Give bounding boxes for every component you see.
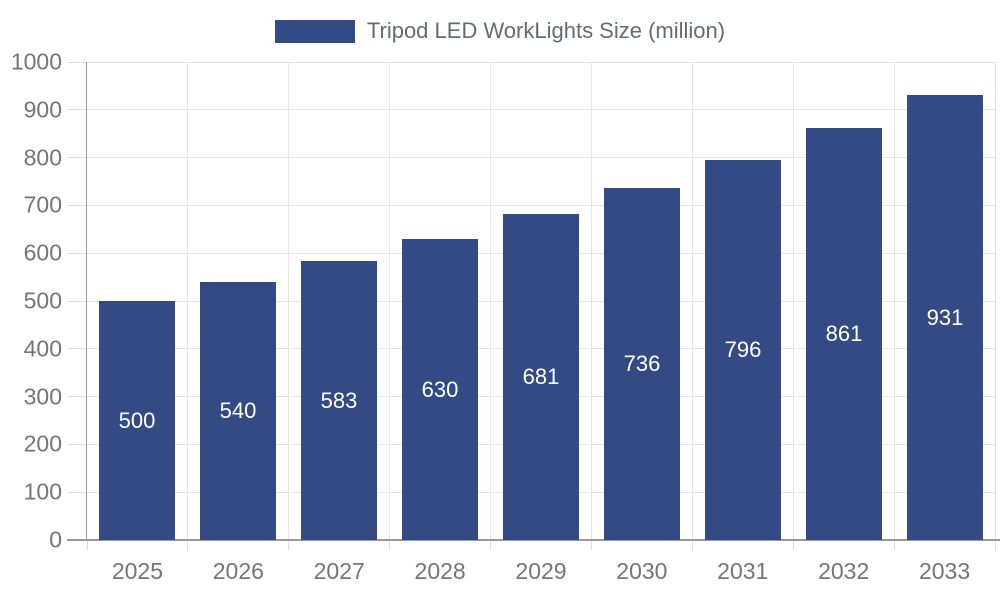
bar-value-label: 540 [219, 398, 257, 423]
bar[interactable]: 796 [705, 160, 781, 540]
bar-value-label: 500 [118, 407, 156, 433]
h-gridline [87, 157, 995, 159]
bar[interactable]: 861 [806, 128, 882, 540]
y-tick-label: 200 [23, 430, 62, 457]
chart-legend[interactable]: Tripod LED WorkLights Size (million) [0, 14, 1000, 48]
y-axis-tick [67, 61, 87, 63]
x-tick-label: 2031 [717, 558, 769, 584]
x-axis-tick [590, 540, 592, 550]
bar-value-label: 736 [623, 351, 661, 376]
v-gridline [893, 62, 895, 540]
h-gridline [87, 61, 995, 63]
bar[interactable]: 681 [503, 214, 579, 540]
v-gridline [792, 62, 794, 540]
bar-value-label: 931 [926, 304, 964, 330]
x-tick-label: 2029 [515, 558, 567, 584]
x-axis-tick [994, 540, 996, 550]
bar-value-label: 861 [825, 321, 863, 346]
bar[interactable]: 500 [99, 301, 175, 540]
x-axis-tick [389, 540, 391, 550]
bar[interactable]: 630 [402, 239, 478, 540]
y-tick-label: 300 [23, 383, 62, 410]
y-tick-label: 900 [23, 96, 62, 123]
v-gridline [994, 62, 996, 540]
x-axis-tick [288, 540, 290, 550]
x-axis-tick [691, 540, 693, 550]
y-tick-label: 0 [49, 526, 62, 553]
bar-value-label: 681 [522, 364, 560, 389]
legend-swatch[interactable] [274, 19, 355, 43]
x-tick-label: 2027 [313, 558, 365, 584]
bar[interactable]: 736 [604, 188, 680, 540]
y-axis-tick [67, 157, 87, 159]
bar[interactable]: 583 [301, 261, 377, 540]
y-tick-label: 400 [23, 335, 62, 362]
x-tick-label: 2028 [414, 558, 466, 584]
bar[interactable]: 540 [200, 282, 276, 540]
bar-value-label: 796 [724, 337, 762, 362]
x-tick-label: 2025 [111, 558, 164, 584]
y-axis-tick [67, 443, 87, 445]
y-tick-label: 1000 [10, 48, 62, 75]
x-tick-label: 2026 [212, 558, 264, 584]
h-gridline [87, 109, 995, 111]
x-tick-label: 2033 [918, 558, 971, 584]
legend-label: Tripod LED WorkLights Size (million) [366, 18, 726, 43]
y-axis-tick [67, 396, 87, 398]
y-tick-label: 600 [23, 239, 62, 266]
v-gridline [691, 62, 693, 540]
y-axis-tick [67, 109, 87, 111]
x-axis-tick [893, 540, 895, 550]
x-axis-line [67, 539, 1000, 541]
y-tick-label: 500 [23, 287, 62, 314]
y-axis-tick [67, 252, 87, 254]
y-tick-label: 800 [23, 144, 62, 171]
v-gridline [187, 62, 189, 540]
v-gridline [490, 62, 492, 540]
v-gridline [389, 62, 391, 540]
bar[interactable]: 931 [907, 95, 983, 540]
bar-value-label: 630 [421, 376, 459, 402]
v-gridline [590, 62, 592, 540]
h-gridline [87, 204, 995, 206]
y-tick-label: 100 [23, 478, 62, 505]
x-axis-tick [490, 540, 492, 550]
x-axis-tick [86, 540, 88, 550]
y-axis-tick [67, 348, 87, 350]
x-tick-label: 2032 [818, 558, 870, 584]
y-axis-tick [67, 300, 87, 302]
plot-area: 0 100 200 300 400 500 600 700 800 900 1000 500 2025 5… [11, 49, 1000, 584]
x-axis-tick [792, 540, 794, 550]
y-axis-tick [67, 204, 87, 206]
x-tick-label: 2030 [616, 558, 668, 584]
x-axis-tick [187, 540, 189, 550]
y-tick-label: 700 [23, 191, 62, 218]
y-axis-line [86, 62, 87, 540]
y-axis-tick [67, 491, 87, 493]
bar-value-label: 583 [320, 387, 358, 413]
v-gridline [288, 62, 290, 540]
